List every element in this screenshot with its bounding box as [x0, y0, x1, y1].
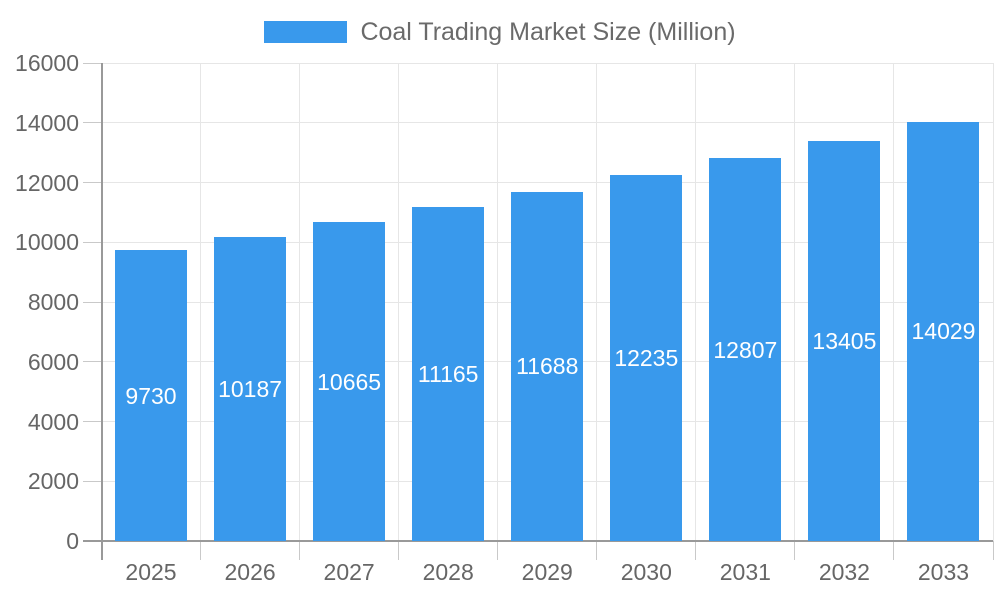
y-tick-label: 8000	[27, 289, 79, 315]
x-tick	[992, 541, 994, 560]
gridline-v	[497, 63, 499, 541]
y-tick-label: 12000	[15, 169, 79, 196]
bar-value-label: 12807	[713, 336, 778, 363]
gridline-v	[299, 63, 301, 541]
gridline-v	[398, 63, 400, 541]
legend-swatch-icon	[264, 21, 348, 43]
x-tick-label: 2030	[620, 559, 672, 585]
x-tick-label: 2027	[323, 559, 375, 585]
x-tick-label: 2032	[818, 559, 870, 585]
chart-legend[interactable]: Coal Trading Market Size (Million)	[0, 17, 1000, 47]
y-tick-label: 10000	[15, 229, 79, 256]
y-tick-label: 2000	[27, 468, 79, 495]
gridline-v	[200, 63, 202, 541]
x-tick-label: 2031	[719, 559, 771, 585]
bar-value-label: 11688	[516, 353, 579, 380]
y-tick	[82, 361, 102, 363]
y-tick	[82, 421, 102, 422]
y-tick-label: 14000	[15, 109, 79, 136]
x-tick	[299, 541, 301, 560]
x-tick	[497, 541, 499, 560]
y-tick	[82, 301, 102, 303]
x-tick-label: 2029	[521, 559, 573, 585]
y-tick	[82, 480, 102, 482]
y-axis-line	[100, 63, 103, 560]
bar[interactable]: 12235	[610, 175, 683, 541]
bar-value-label: 14029	[911, 318, 976, 345]
x-tick	[200, 541, 202, 560]
bar[interactable]: 13405	[808, 140, 881, 541]
x-tick	[893, 541, 895, 560]
y-tick	[82, 182, 102, 183]
x-tick	[695, 541, 697, 560]
y-tick-label: 6000	[27, 348, 79, 375]
y-tick-label: 4000	[27, 408, 79, 435]
gridline-v	[695, 63, 697, 541]
bar[interactable]: 11165	[412, 207, 485, 541]
gridline-h	[101, 62, 993, 64]
bar-value-label: 12235	[614, 345, 679, 372]
x-tick-label: 2028	[422, 559, 474, 585]
bar-value-label: 11165	[417, 361, 479, 388]
x-tick-label: 2025	[125, 559, 177, 585]
x-tick	[596, 541, 598, 560]
gridline-v	[992, 63, 994, 541]
x-tick	[398, 541, 400, 560]
bar[interactable]: 9730	[115, 250, 188, 541]
bar[interactable]: 10665	[313, 222, 386, 541]
y-tick-label: 16000	[15, 50, 79, 76]
y-tick	[82, 122, 102, 124]
legend-label: Coal Trading Market Size (Million)	[360, 18, 736, 46]
bar[interactable]: 10187	[214, 236, 287, 541]
bar-value-label: 9730	[125, 382, 177, 409]
y-tick	[82, 241, 102, 243]
x-tick-label: 2033	[917, 559, 970, 585]
x-tick-label: 2026	[224, 559, 276, 585]
y-tick	[82, 62, 102, 64]
x-tick	[794, 541, 796, 560]
gridline-h	[101, 182, 993, 183]
bar[interactable]: 14029	[907, 121, 980, 541]
bar-value-label: 10665	[317, 368, 382, 395]
gridline-h	[101, 122, 993, 124]
gridline-v	[596, 63, 598, 541]
bar-value-label: 10187	[218, 375, 283, 402]
x-axis-line	[82, 540, 993, 542]
y-tick-label: 0	[66, 528, 79, 554]
bar[interactable]: 11688	[511, 191, 584, 541]
gridline-v	[794, 63, 796, 541]
bar[interactable]: 12807	[709, 158, 782, 541]
gridline-v	[893, 63, 895, 541]
bar-value-label: 13405	[812, 327, 877, 354]
